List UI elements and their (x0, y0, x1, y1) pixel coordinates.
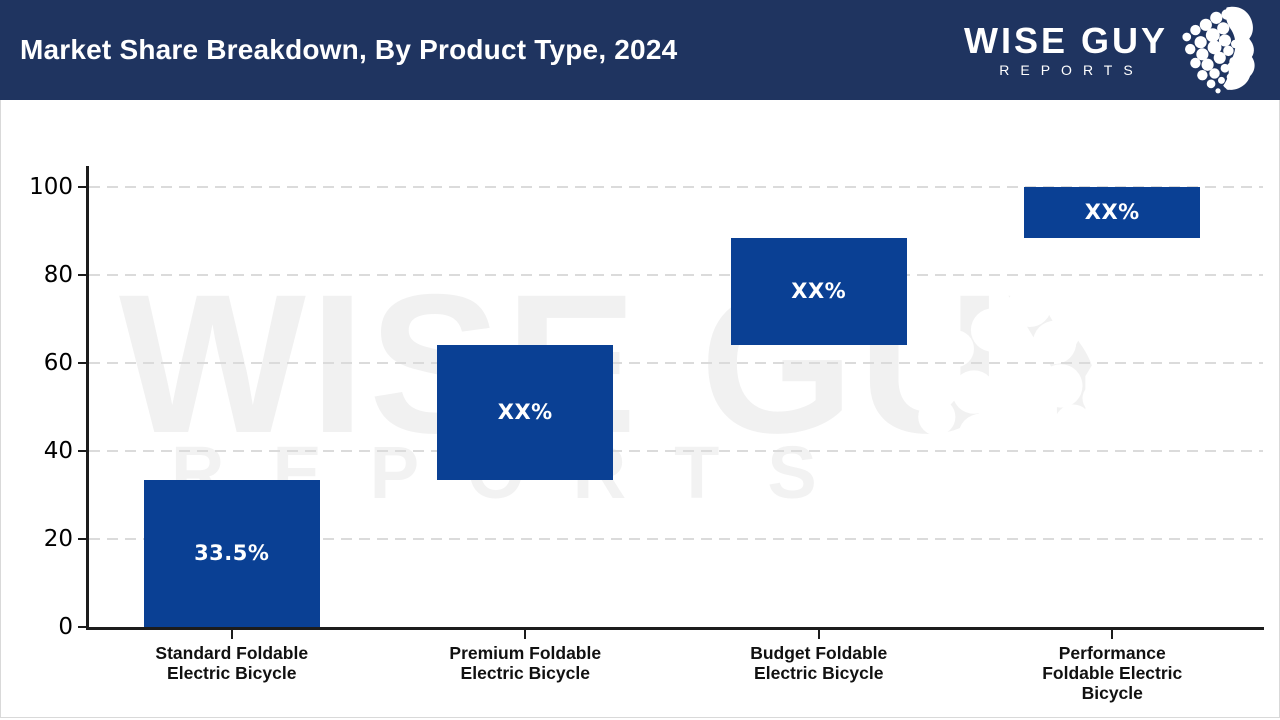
x-tick-label: Performance Foldable Electric Bicycle (997, 643, 1227, 703)
y-tick-label: 100 (29, 174, 73, 200)
wise-guy-logo: WISE GUY REPORTS (964, 4, 1262, 96)
y-tick-mark (78, 274, 86, 276)
x-tick-label: Budget Foldable Electric Bicycle (704, 643, 934, 683)
bar-segment: 33.5% (143, 479, 320, 627)
y-tick-mark (78, 450, 86, 452)
gridline (89, 274, 1263, 276)
x-tick-label-line: Electric Bicycle (460, 663, 590, 683)
chart-card: WISE GUY REPORTS 02040608010033.5%XX%XX%… (0, 100, 1280, 718)
x-tick-label-line: Bicycle (1081, 683, 1143, 703)
dotted-head-icon (1182, 6, 1255, 94)
x-axis-line (86, 627, 1264, 630)
y-tick-mark (78, 362, 86, 364)
bar-value-label: XX% (1084, 200, 1140, 225)
y-tick-label: 60 (43, 350, 73, 376)
gridline (89, 362, 1263, 364)
y-tick-label: 80 (43, 262, 73, 288)
bar-segment: XX% (730, 237, 907, 346)
bar-value-label: XX% (791, 279, 847, 304)
gridline (89, 450, 1263, 452)
bar-segment: XX% (1024, 187, 1201, 238)
gridline (89, 186, 1263, 188)
x-tick-mark (230, 630, 233, 639)
x-tick-label: Premium Foldable Electric Bicycle (410, 643, 640, 683)
y-tick-label: 20 (43, 526, 73, 552)
y-tick-mark (78, 626, 86, 628)
bar-value-label: XX% (497, 400, 553, 425)
logo-subtitle: REPORTS (999, 61, 1144, 78)
logo-text: WISE GUY REPORTS (963, 19, 1168, 79)
y-tick-mark (78, 538, 86, 540)
x-tick-label: Standard Foldable Electric Bicycle (117, 643, 347, 683)
x-tick-label-line: Premium Foldable (449, 643, 602, 663)
header-bar: Market Share Breakdown, By Product Type,… (0, 0, 1280, 100)
y-axis-line (86, 166, 89, 630)
x-tick-label-line: Budget Foldable (750, 643, 888, 663)
bar-segment: XX% (437, 345, 614, 480)
x-tick-label-line: Foldable Electric (1042, 663, 1183, 683)
bar-value-label: 33.5% (194, 541, 270, 566)
y-tick-label: 40 (43, 438, 73, 464)
y-tick-mark (78, 186, 86, 188)
x-tick-label-line: Performance (1058, 643, 1166, 663)
x-tick-mark (1111, 630, 1114, 639)
chart-region: WISE GUY REPORTS 02040608010033.5%XX%XX%… (1, 100, 1279, 717)
x-tick-label-line: Electric Bicycle (167, 663, 297, 683)
page-title: Market Share Breakdown, By Product Type,… (20, 34, 678, 65)
watermark-head-icon (908, 265, 1167, 575)
x-tick-label-line: Electric Bicycle (754, 663, 884, 683)
y-tick-label: 0 (58, 614, 73, 640)
gridline (89, 538, 1263, 540)
x-tick-mark (817, 630, 820, 639)
x-tick-label-line: Standard Foldable (155, 643, 309, 663)
x-tick-mark (524, 630, 527, 639)
logo-wordmark: WISE GUY (963, 19, 1168, 61)
